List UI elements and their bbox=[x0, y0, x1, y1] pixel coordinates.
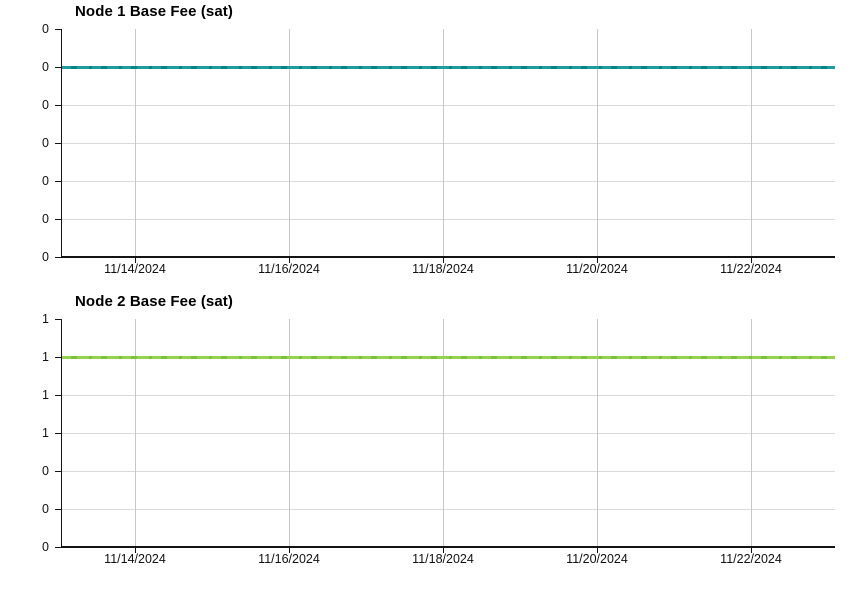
y-tick-mark bbox=[55, 356, 61, 358]
x-axis-tick-label: 11/14/2024 bbox=[104, 552, 166, 566]
v-gridline bbox=[750, 29, 752, 257]
y-axis-tick-label: 0 bbox=[42, 212, 49, 226]
y-axis-tick-label: 1 bbox=[42, 312, 49, 326]
h-gridline bbox=[62, 142, 835, 144]
h-gridline bbox=[62, 218, 835, 220]
v-gridline bbox=[134, 319, 136, 547]
y-axis-tick-label: 0 bbox=[42, 174, 49, 188]
x-tick-mark bbox=[442, 547, 444, 553]
x-axis-line bbox=[60, 256, 835, 258]
v-gridline bbox=[134, 29, 136, 257]
y-axis-tick-label: 0 bbox=[42, 250, 49, 264]
x-tick-mark bbox=[596, 547, 598, 553]
x-tick-mark bbox=[134, 257, 136, 263]
y-tick-mark bbox=[55, 180, 61, 182]
v-gridline bbox=[750, 319, 752, 547]
chart-node2-base-fee: Node 2 Base Fee (sat) 1 1 1 1 0 0 0 11/14/2024 1… bbox=[0, 290, 860, 600]
y-tick-mark bbox=[55, 394, 61, 396]
y-tick-mark bbox=[55, 104, 61, 106]
y-tick-mark bbox=[55, 256, 61, 258]
x-axis-tick-label: 11/18/2024 bbox=[412, 262, 474, 276]
y-axis-tick-label: 0 bbox=[42, 502, 49, 516]
series-line bbox=[62, 65, 835, 69]
y-axis-tick-label: 0 bbox=[42, 136, 49, 150]
x-axis-tick-label: 11/20/2024 bbox=[566, 262, 628, 276]
y-axis-tick-label: 0 bbox=[42, 540, 49, 554]
y-tick-mark bbox=[55, 318, 61, 320]
y-axis-line bbox=[60, 28, 62, 258]
chart-node1-base-fee: Node 1 Base Fee (sat) 0 0 0 0 0 0 0 11/14/2024 1… bbox=[0, 0, 860, 290]
y-tick-mark bbox=[55, 546, 61, 548]
x-axis-tick-label: 11/16/2024 bbox=[258, 262, 320, 276]
y-axis-tick-label: 0 bbox=[42, 464, 49, 478]
y-axis-tick-label: 1 bbox=[42, 350, 49, 364]
plot-area bbox=[62, 29, 835, 257]
x-tick-mark bbox=[750, 257, 752, 263]
x-axis-tick-label: 11/22/2024 bbox=[720, 262, 782, 276]
y-axis-tick-label: 1 bbox=[42, 388, 49, 402]
x-tick-mark bbox=[750, 547, 752, 553]
x-axis-tick-label: 11/14/2024 bbox=[104, 262, 166, 276]
y-axis-tick-label: 0 bbox=[42, 60, 49, 74]
y-tick-mark bbox=[55, 28, 61, 30]
y-tick-mark bbox=[55, 470, 61, 472]
x-tick-mark bbox=[288, 547, 290, 553]
h-gridline bbox=[62, 470, 835, 472]
y-axis-tick-label: 0 bbox=[42, 22, 49, 36]
series-line bbox=[62, 355, 835, 359]
v-gridline bbox=[442, 319, 444, 547]
y-tick-mark bbox=[55, 66, 61, 68]
x-axis-tick-label: 11/16/2024 bbox=[258, 552, 320, 566]
y-tick-mark bbox=[55, 142, 61, 144]
y-tick-mark bbox=[55, 218, 61, 220]
chart-title: Node 2 Base Fee (sat) bbox=[75, 293, 233, 310]
y-axis-tick-label: 0 bbox=[42, 98, 49, 112]
y-axis-tick-label: 1 bbox=[42, 426, 49, 440]
plot-area bbox=[62, 319, 835, 547]
v-gridline bbox=[442, 29, 444, 257]
y-axis-line bbox=[60, 318, 62, 548]
v-gridline bbox=[288, 319, 290, 547]
x-tick-mark bbox=[288, 257, 290, 263]
chart-title: Node 1 Base Fee (sat) bbox=[75, 3, 233, 20]
v-gridline bbox=[596, 319, 598, 547]
x-tick-mark bbox=[442, 257, 444, 263]
v-gridline bbox=[288, 29, 290, 257]
h-gridline bbox=[62, 508, 835, 510]
v-gridline bbox=[596, 29, 598, 257]
h-gridline bbox=[62, 394, 835, 396]
h-gridline bbox=[62, 432, 835, 434]
x-axis-line bbox=[60, 546, 835, 548]
h-gridline bbox=[62, 180, 835, 182]
h-gridline bbox=[62, 104, 835, 106]
x-tick-mark bbox=[134, 547, 136, 553]
y-tick-mark bbox=[55, 432, 61, 434]
x-axis-tick-label: 11/20/2024 bbox=[566, 552, 628, 566]
x-axis-tick-label: 11/22/2024 bbox=[720, 552, 782, 566]
x-tick-mark bbox=[596, 257, 598, 263]
y-tick-mark bbox=[55, 508, 61, 510]
x-axis-tick-label: 11/18/2024 bbox=[412, 552, 474, 566]
